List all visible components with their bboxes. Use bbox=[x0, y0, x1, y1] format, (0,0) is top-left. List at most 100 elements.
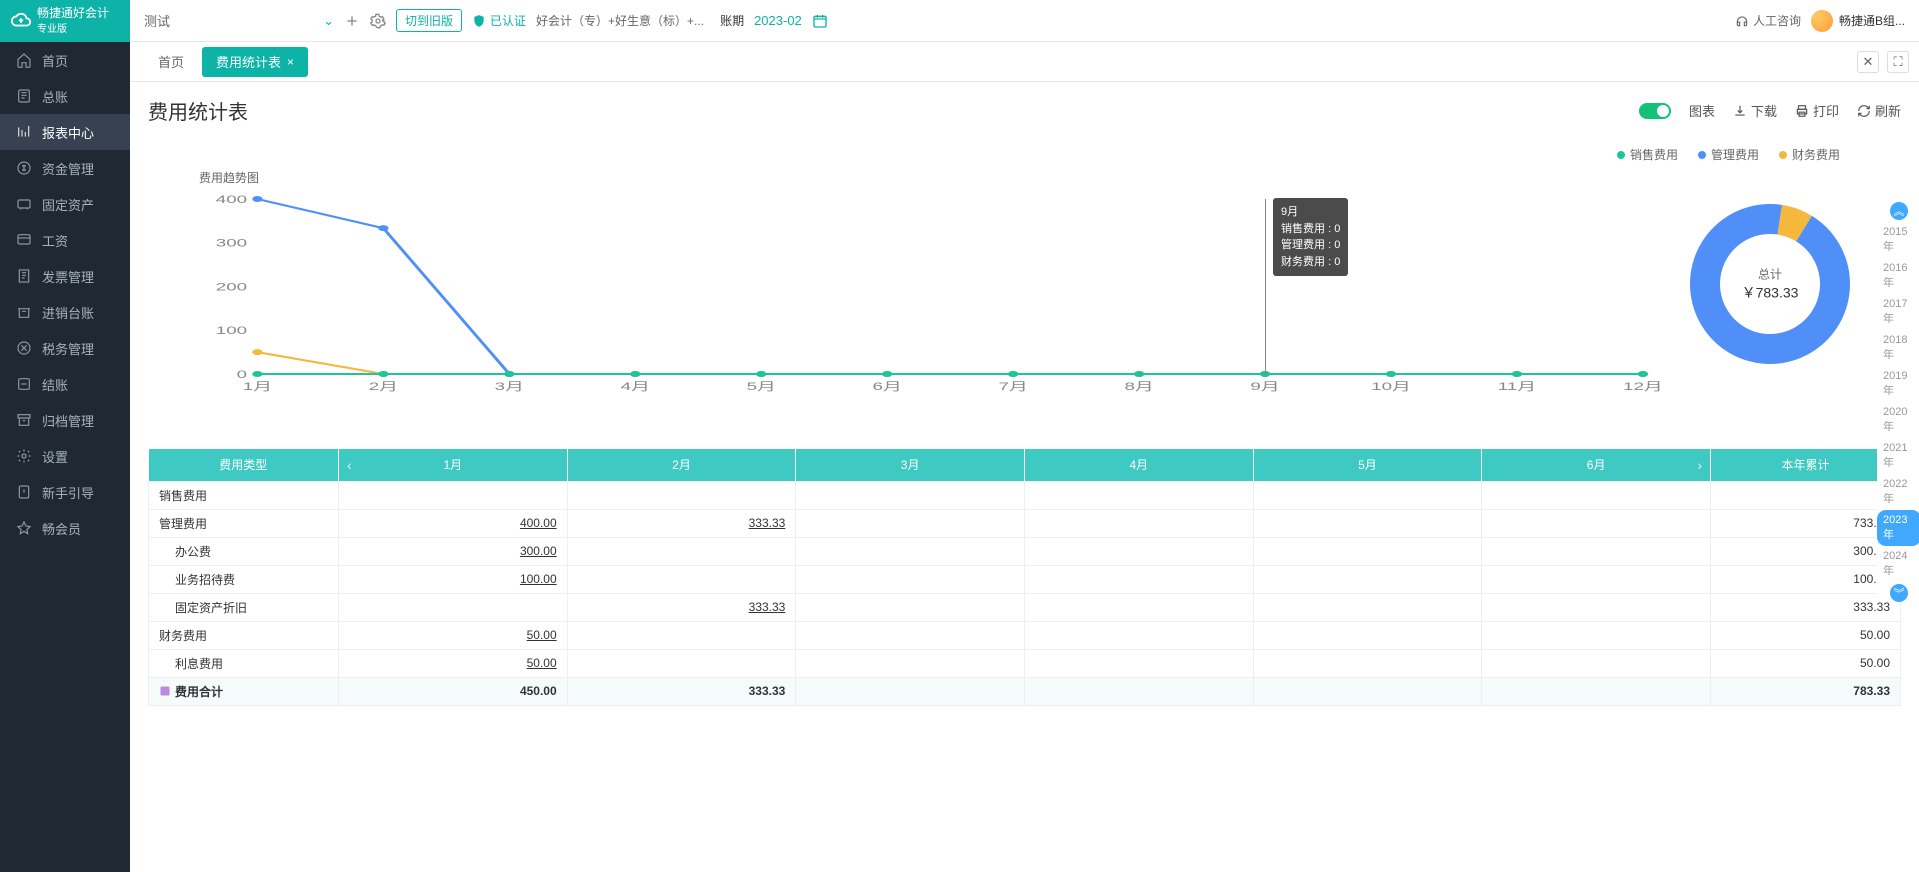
line-chart[interactable]: 01002003004001月2月3月4月5月6月7月8月9月10月11月12月… bbox=[189, 194, 1660, 414]
verified-badge: 已认证 bbox=[472, 12, 526, 29]
period-value[interactable]: 2023-02 bbox=[754, 13, 802, 28]
svg-text:9月: 9月 bbox=[1250, 381, 1279, 393]
chevron-down-icon: ⌄ bbox=[323, 13, 334, 29]
logo[interactable]: 畅捷通好会计 专业版 bbox=[0, 0, 130, 42]
table-cell[interactable]: 333.33 bbox=[1711, 593, 1901, 621]
table-cell[interactable]: 50.00 bbox=[1711, 649, 1901, 677]
expense-table: 费用类型1月‹2月3月4月5月6月›本年累计 销售费用管理费用400.00333… bbox=[148, 449, 1901, 706]
year-item[interactable]: 2024年 bbox=[1877, 546, 1919, 582]
close-tab-button[interactable]: ✕ bbox=[1857, 51, 1879, 73]
year-item[interactable]: 2017年 bbox=[1877, 294, 1919, 330]
table-sum-row: 费用合计450.00333.33783.33 bbox=[149, 677, 1901, 705]
sidebar-item-13[interactable]: 畅会员 bbox=[0, 510, 130, 546]
table-cell[interactable]: 50.00 bbox=[339, 649, 568, 677]
table-row: 固定资产折旧333.33333.33 bbox=[149, 593, 1901, 621]
table-row: 管理费用400.00333.33733.33 bbox=[149, 509, 1901, 537]
sidebar-item-1[interactable]: 总账 bbox=[0, 78, 130, 114]
year-item[interactable]: 2022年 bbox=[1877, 474, 1919, 510]
row-label: 业务招待费 bbox=[149, 565, 339, 593]
table-cell bbox=[1253, 509, 1482, 537]
table-cell[interactable]: 300.00 bbox=[1711, 537, 1901, 565]
legend-item[interactable]: 销售费用 bbox=[1617, 146, 1678, 163]
year-item[interactable]: 2023年 bbox=[1877, 510, 1919, 546]
tab-0[interactable]: 首页 bbox=[144, 47, 198, 77]
table-cell[interactable]: 333.33 bbox=[567, 509, 796, 537]
table-cell[interactable]: 300.00 bbox=[339, 537, 568, 565]
user-menu[interactable]: 畅捷通B组... bbox=[1811, 10, 1905, 32]
sidebar-item-2[interactable]: 报表中心 bbox=[0, 114, 130, 150]
table-cell[interactable]: 100.00 bbox=[339, 565, 568, 593]
table-cell bbox=[1253, 593, 1482, 621]
year-item[interactable]: 2021年 bbox=[1877, 438, 1919, 474]
svg-text:300: 300 bbox=[216, 237, 247, 249]
table-cell[interactable]: 333.33 bbox=[567, 593, 796, 621]
table-cell bbox=[796, 649, 1025, 677]
calendar-icon[interactable] bbox=[812, 13, 828, 29]
table-cell bbox=[1253, 537, 1482, 565]
sidebar-item-10[interactable]: 归档管理 bbox=[0, 402, 130, 438]
legend-item[interactable]: 管理费用 bbox=[1698, 146, 1759, 163]
sidebar-item-0[interactable]: 首页 bbox=[0, 42, 130, 78]
sum-icon bbox=[159, 685, 171, 697]
year-item[interactable]: 2016年 bbox=[1877, 258, 1919, 294]
page: 费用统计表 图表 下载 打印 刷新 bbox=[130, 82, 1919, 872]
plus-icon[interactable] bbox=[344, 13, 360, 29]
year-item[interactable]: 2019年 bbox=[1877, 366, 1919, 402]
close-icon bbox=[16, 376, 32, 392]
table-cell bbox=[1024, 565, 1253, 593]
sidebar-item-3[interactable]: 资金管理 bbox=[0, 150, 130, 186]
sum-cell bbox=[1482, 677, 1711, 705]
table-cell bbox=[1024, 481, 1253, 509]
print-button[interactable]: 打印 bbox=[1795, 101, 1839, 120]
sidebar-item-11[interactable]: 设置 bbox=[0, 438, 130, 474]
tab-close-icon[interactable]: × bbox=[287, 55, 294, 69]
donut-chart[interactable]: 总计 ￥783.33 bbox=[1660, 194, 1880, 374]
table-cell bbox=[796, 621, 1025, 649]
year-item[interactable]: 2015年 bbox=[1877, 222, 1919, 258]
guide-icon bbox=[16, 484, 32, 500]
table-header: 5月 bbox=[1253, 449, 1482, 481]
sidebar-item-5[interactable]: 工资 bbox=[0, 222, 130, 258]
year-down-button[interactable]: ︾ bbox=[1890, 584, 1908, 602]
sidebar-item-12[interactable]: 新手引导 bbox=[0, 474, 130, 510]
table-cell bbox=[567, 481, 796, 509]
sidebar: 畅捷通好会计 专业版 首页总账报表中心资金管理固定资产工资发票管理进销台账税务管… bbox=[0, 0, 130, 872]
table-cell bbox=[1024, 593, 1253, 621]
tab-1[interactable]: 费用统计表× bbox=[202, 47, 308, 77]
page-title: 费用统计表 bbox=[148, 96, 248, 125]
svg-text:10月: 10月 bbox=[1371, 381, 1411, 393]
sidebar-item-7[interactable]: 进销台账 bbox=[0, 294, 130, 330]
gear-icon[interactable] bbox=[370, 13, 386, 29]
legend-item[interactable]: 财务费用 bbox=[1779, 146, 1840, 163]
svg-text:3月: 3月 bbox=[495, 381, 524, 393]
table-cell[interactable]: 50.00 bbox=[339, 621, 568, 649]
chart-area: 销售费用管理费用财务费用 费用趋势图 01002003004001月2月3月4月… bbox=[148, 135, 1901, 435]
chart-toggle[interactable] bbox=[1639, 103, 1671, 119]
table-cell bbox=[567, 649, 796, 677]
sidebar-item-9[interactable]: 结账 bbox=[0, 366, 130, 402]
switch-old-button[interactable]: 切到旧版 bbox=[396, 9, 462, 32]
year-item[interactable]: 2020年 bbox=[1877, 402, 1919, 438]
brand-edition: 专业版 bbox=[37, 20, 109, 35]
tabbar: 首页费用统计表× ✕ ⛶ bbox=[130, 42, 1919, 82]
fullscreen-button[interactable]: ⛶ bbox=[1887, 51, 1909, 73]
company-selector[interactable]: 测试 ⌄ bbox=[144, 11, 334, 30]
year-up-button[interactable]: ︽ bbox=[1890, 202, 1908, 220]
table-cell[interactable]: 100.00 bbox=[1711, 565, 1901, 593]
asset-icon bbox=[16, 196, 32, 212]
svg-text:11月: 11月 bbox=[1498, 381, 1536, 393]
refresh-button[interactable]: 刷新 bbox=[1857, 101, 1901, 120]
table-cell[interactable]: 733.33 bbox=[1711, 509, 1901, 537]
table-prev-button[interactable]: ‹ bbox=[347, 457, 352, 473]
service-button[interactable]: 人工咨询 bbox=[1735, 12, 1801, 29]
sidebar-item-6[interactable]: 发票管理 bbox=[0, 258, 130, 294]
year-item[interactable]: 2018年 bbox=[1877, 330, 1919, 366]
table-cell bbox=[567, 621, 796, 649]
table-next-button[interactable]: › bbox=[1697, 457, 1702, 473]
download-button[interactable]: 下载 bbox=[1733, 101, 1777, 120]
table-cell[interactable]: 50.00 bbox=[1711, 621, 1901, 649]
table-cell[interactable]: 400.00 bbox=[339, 509, 568, 537]
table-header: 3月 bbox=[796, 449, 1025, 481]
sidebar-item-8[interactable]: 税务管理 bbox=[0, 330, 130, 366]
sidebar-item-4[interactable]: 固定资产 bbox=[0, 186, 130, 222]
